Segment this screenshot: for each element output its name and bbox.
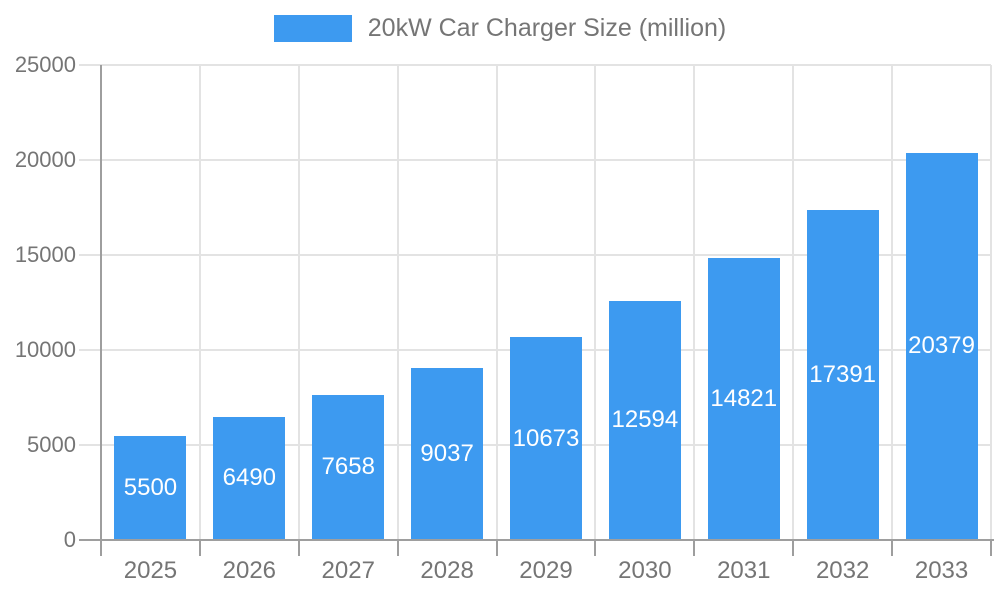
gridline-h xyxy=(101,159,991,161)
bar-value-label: 20379 xyxy=(908,332,975,360)
bar-value-label: 12594 xyxy=(611,406,679,434)
bar[interactable]: 10673 xyxy=(510,337,582,540)
x-tick-label: 2032 xyxy=(815,557,870,584)
gridline-v xyxy=(693,65,695,540)
gridline-h xyxy=(101,254,991,256)
gridline-v xyxy=(496,65,498,540)
y-axis-tick xyxy=(79,444,101,446)
legend[interactable]: 20kW Car Charger Size (million) xyxy=(0,14,1000,43)
bar[interactable]: 6490 xyxy=(213,416,286,540)
gridline-v xyxy=(298,65,300,540)
gridline-v xyxy=(397,65,399,540)
y-axis-tick xyxy=(79,254,101,256)
bar[interactable]: 17391 xyxy=(806,209,879,540)
gridline-v xyxy=(891,65,893,540)
bar[interactable]: 5500 xyxy=(114,435,187,540)
bar-value-label: 5500 xyxy=(123,473,178,501)
x-tick-label: 2028 xyxy=(420,557,474,584)
bar[interactable]: 9037 xyxy=(411,368,484,540)
x-axis-tick xyxy=(496,541,498,556)
x-axis-line xyxy=(79,539,994,541)
bar-value-label: 7658 xyxy=(321,453,375,481)
x-axis-tick xyxy=(891,541,893,556)
x-axis-tick xyxy=(397,541,399,556)
bar-value-label: 14821 xyxy=(710,385,778,413)
y-tick-label: 25000 xyxy=(14,52,76,77)
y-tick-label: 20000 xyxy=(14,147,76,172)
x-tick-label: 2031 xyxy=(717,557,771,584)
x-axis-tick xyxy=(298,541,300,556)
y-tick-label: 15000 xyxy=(14,242,76,267)
bar[interactable]: 7658 xyxy=(312,394,385,540)
bar[interactable]: 20379 xyxy=(905,152,978,540)
y-tick-label: 5000 xyxy=(27,432,76,457)
bar-value-label: 10673 xyxy=(512,424,580,452)
bar[interactable]: 12594 xyxy=(608,300,681,540)
bar-value-label: 6490 xyxy=(222,464,277,492)
gridline-v xyxy=(990,65,992,540)
gridline-v xyxy=(792,65,794,540)
x-axis-tick xyxy=(792,541,794,556)
gridline-v xyxy=(199,65,201,540)
bar-value-label: 17391 xyxy=(809,360,877,388)
legend-label: 20kW Car Charger Size (million) xyxy=(367,14,727,42)
x-tick-label: 2033 xyxy=(914,557,969,584)
y-tick-label: 0 xyxy=(63,527,76,552)
x-tick-label: 2026 xyxy=(222,557,277,584)
y-tick-label: 10000 xyxy=(14,337,76,362)
gridline-h xyxy=(101,64,991,66)
x-tick-label: 2029 xyxy=(519,557,573,584)
x-tick-label: 2027 xyxy=(321,557,375,584)
x-axis-tick xyxy=(199,541,201,556)
x-tick-label: 2025 xyxy=(123,557,178,584)
gridline-v xyxy=(594,65,596,540)
y-axis-tick xyxy=(79,159,101,161)
x-tick-label: 2030 xyxy=(618,557,672,584)
x-axis-tick xyxy=(594,541,596,556)
bar[interactable]: 14821 xyxy=(707,258,780,540)
x-axis-tick xyxy=(990,541,992,556)
plot-area: 5500 6490 7658 9037 10673 12594 14821 17391 2037… xyxy=(79,64,994,556)
y-axis-tick xyxy=(79,349,101,351)
y-axis-line xyxy=(100,65,102,556)
y-axis-tick xyxy=(79,64,101,66)
bar-value-label: 9037 xyxy=(420,440,474,468)
x-axis-tick xyxy=(693,541,695,556)
legend-swatch xyxy=(273,15,352,42)
